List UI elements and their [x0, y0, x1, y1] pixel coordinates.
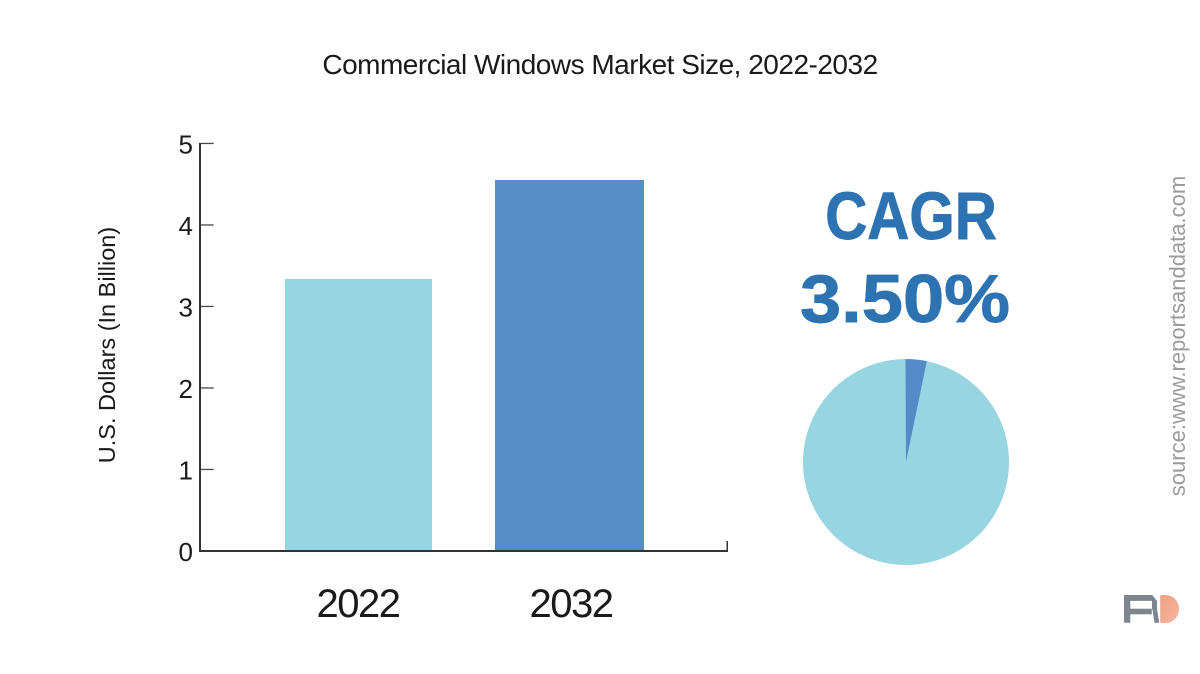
svg-text:3: 3	[179, 293, 193, 323]
svg-text:source:www.reportsanddata.com: source:www.reportsanddata.com	[1165, 176, 1190, 496]
svg-text:1: 1	[179, 456, 193, 486]
svg-text:2032: 2032	[530, 582, 613, 626]
svg-text:5: 5	[179, 130, 193, 160]
svg-text:CAGR: CAGR	[825, 179, 997, 254]
svg-text:2: 2	[179, 374, 193, 404]
svg-text:2022: 2022	[317, 582, 400, 626]
svg-text:3.50%: 3.50%	[800, 262, 1010, 338]
svg-text:4: 4	[179, 211, 193, 241]
svg-text:Commercial Windows Market Size: Commercial Windows Market Size, 2022-203…	[322, 49, 877, 80]
svg-text:U.S. Dollars (In Billion): U.S. Dollars (In Billion)	[94, 227, 120, 463]
svg-text:0: 0	[179, 537, 193, 567]
